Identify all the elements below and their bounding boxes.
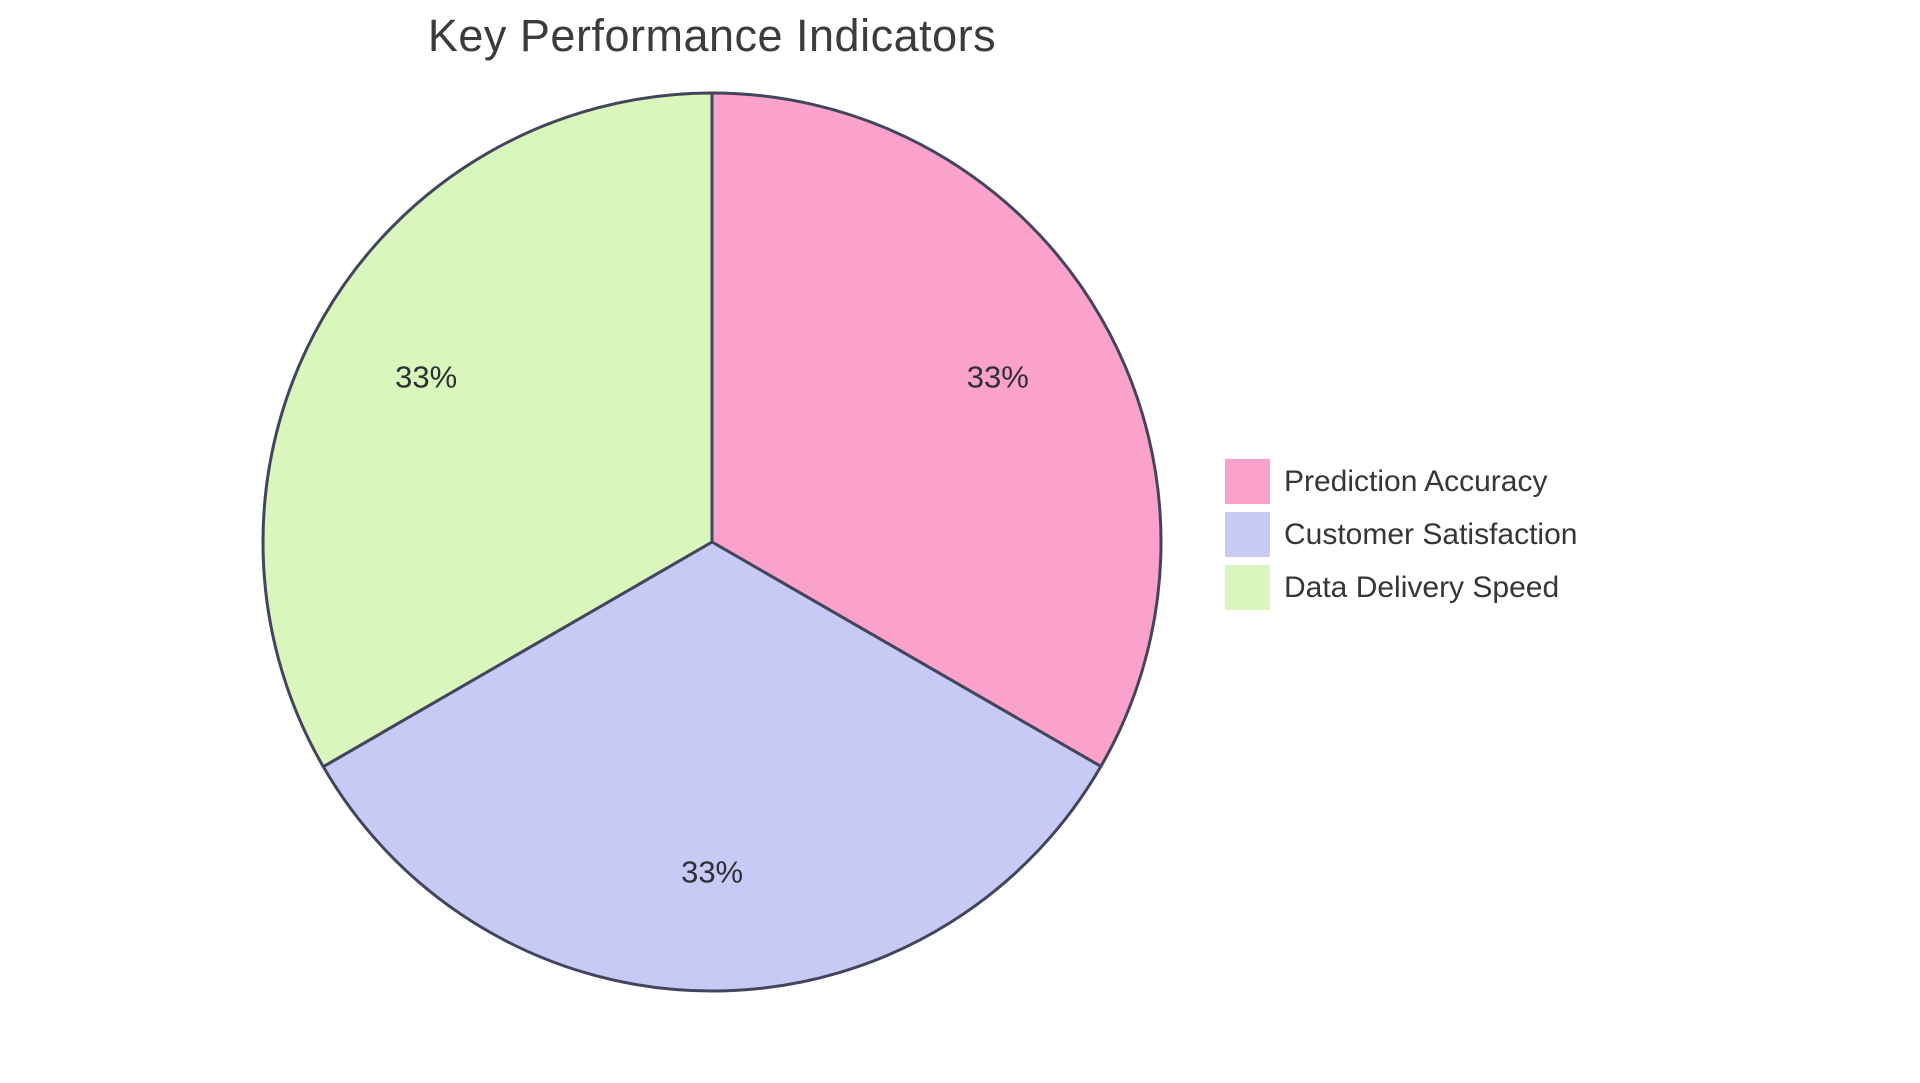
legend-item-prediction-accuracy: Prediction Accuracy [1225,459,1577,504]
legend-label: Prediction Accuracy [1284,464,1548,498]
legend: Prediction Accuracy Customer Satisfactio… [1225,459,1577,618]
legend-label: Customer Satisfaction [1284,517,1578,551]
pie-slice-percent-label: 33% [395,360,457,395]
chart-title: Key Performance Indicators [427,10,997,61]
legend-item-customer-satisfaction: Customer Satisfaction [1225,512,1577,557]
legend-label: Data Delivery Speed [1284,570,1560,604]
pie-slice-prediction-accuracy [710,91,1163,768]
pie-slice-data-delivery-speed [261,91,714,769]
legend-swatch-customer-satisfaction [1225,512,1270,557]
legend-swatch-data-delivery-speed [1225,565,1270,610]
legend-swatch-prediction-accuracy [1225,459,1270,504]
legend-item-data-delivery-speed: Data Delivery Speed [1225,565,1577,610]
pie-slice-percent-label: 33% [681,855,743,890]
pie-slice-customer-satisfaction [321,540,1103,993]
pie-slice-percent-label: 33% [967,359,1029,394]
